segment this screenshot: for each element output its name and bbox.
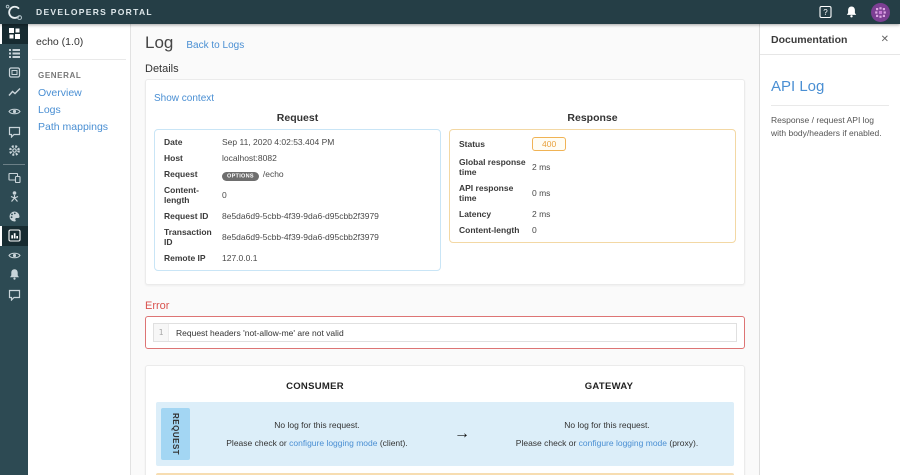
error-code-box: 1 Request headers 'not-allow-me' are not… [153, 323, 737, 342]
sidebar-item-path-mappings[interactable]: Path mappings [38, 120, 109, 133]
gateway-header: GATEWAY [584, 381, 634, 392]
topbar-actions: ? [819, 2, 900, 22]
icon-rail [0, 24, 28, 475]
bar-chart-icon [7, 229, 21, 242]
eye-icon [7, 105, 21, 118]
documentation-panel: Documentation ✕ API Log Response / reque… [759, 24, 900, 475]
request-table-title: Request [276, 112, 319, 124]
rail-item-card[interactable] [0, 63, 28, 83]
status-badge: 400 [532, 137, 567, 151]
gravitee-logo-icon [5, 4, 23, 21]
user-icon [8, 190, 21, 203]
list-icon [8, 47, 21, 60]
details-heading: Details [145, 63, 179, 75]
help-icon[interactable]: ? [819, 5, 832, 19]
table-row: Content-length 0 [459, 225, 537, 235]
rail-item-bell[interactable] [0, 265, 28, 285]
rail-item-user[interactable] [0, 187, 28, 207]
show-context-link[interactable]: Show context [154, 93, 215, 104]
line-chart-icon [7, 86, 21, 99]
table-row: API response time 0 ms [459, 183, 551, 203]
error-message: Request headers 'not-allow-me' are not v… [176, 327, 344, 338]
card-icon [8, 66, 21, 79]
request-table: Date Sep 11, 2020 4:02:53.404 PM Host loca… [154, 129, 441, 271]
documentation-title: Documentation [771, 34, 848, 46]
table-row: Latency 2 ms [459, 209, 551, 219]
palette-icon [8, 210, 21, 223]
table-row: Date Sep 11, 2020 4:02:53.404 PM [164, 137, 335, 147]
rail-item-gear[interactable] [0, 141, 28, 161]
response-table: Status 400 Global response time 2 ms API r… [449, 129, 736, 243]
doc-divider [771, 105, 889, 106]
eye-icon [7, 249, 21, 262]
doc-page-heading: API Log [771, 78, 825, 95]
table-row: Remote IP 127.0.0.1 [164, 253, 258, 263]
rail-item-list[interactable] [0, 44, 28, 64]
dashboard-icon [8, 27, 21, 40]
rail-item-eye[interactable] [0, 246, 28, 266]
rail-item-eye[interactable] [0, 102, 28, 122]
gear-icon [8, 144, 21, 157]
message-icon [8, 125, 21, 138]
main-content: Log Back to Logs Details Show context Re… [131, 24, 759, 475]
response-column: Response Status 400 Global response time 2… [449, 107, 736, 243]
configure-logging-mode-link[interactable]: configure logging mode [289, 438, 378, 449]
table-row: Request ID 8e5da6d9-5cbb-4f39-9da6-d95cbb… [164, 211, 379, 221]
request-column: Request Date Sep 11, 2020 4:02:53.404 PM … [154, 107, 441, 271]
avatar[interactable] [871, 2, 890, 22]
sidebar: echo (1.0) GENERAL Overview Logs Path ma… [28, 24, 131, 475]
doc-body-text: Response / request API log with body/hea… [771, 115, 882, 139]
details-card: Show context Request Date Sep 11, 2020 4:… [145, 79, 745, 285]
response-table-title: Response [567, 112, 618, 124]
api-name: echo (1.0) [36, 36, 84, 48]
rail-divider [3, 163, 25, 165]
consumer-header: CONSUMER [286, 381, 344, 392]
close-icon[interactable]: ✕ [880, 34, 889, 45]
back-to-logs-link[interactable]: Back to Logs [186, 40, 245, 51]
configure-logging-mode-link[interactable]: configure logging mode [578, 438, 668, 449]
table-row: Content-length 0 [164, 185, 227, 205]
portal-title: DEVELOPERS PORTAL [36, 7, 153, 17]
sidebar-section-label: GENERAL [38, 71, 82, 80]
sidebar-item-logs[interactable]: Logs [38, 103, 61, 116]
devices-icon [7, 171, 21, 184]
table-row: Status 400 [450, 134, 735, 154]
flow-response-row: RESPONSE No log for this response. Pleas… [156, 473, 734, 475]
rail-item-message[interactable] [0, 122, 28, 142]
table-row: Global response time 2 ms [459, 157, 551, 177]
table-row: Host localhost:8082 [164, 153, 277, 163]
error-card: 1 Request headers 'not-allow-me' are not… [145, 316, 745, 349]
flow-request-row: REQUEST No log for this request. Please … [156, 402, 734, 467]
error-heading: Error [145, 300, 170, 312]
request-row-label: REQUEST [161, 408, 190, 461]
gateway-request-text: No log for this request. Please check or… [515, 420, 699, 449]
rail-item-palette[interactable] [0, 207, 28, 227]
consumer-request-text: No log for this request. Please check or… [226, 420, 408, 449]
topbar: DEVELOPERS PORTAL ? [0, 0, 900, 24]
log-flow-card: CONSUMER GATEWAY REQUEST No log for this… [145, 365, 745, 475]
sidebar-divider [32, 59, 126, 60]
http-method-badge: OPTIONS [222, 171, 259, 181]
bell-icon [8, 268, 21, 281]
rail-item-devices[interactable] [0, 168, 28, 188]
rail-item-bar-chart[interactable] [0, 226, 28, 246]
right-arrow-icon: → [454, 425, 470, 443]
table-row: Request OPTIONS/echo [164, 169, 284, 181]
app-logo[interactable] [0, 2, 28, 22]
rail-item-dashboard[interactable] [0, 24, 28, 44]
message-icon [8, 288, 21, 301]
rail-item-line-chart[interactable] [0, 83, 28, 103]
svg-text:?: ? [823, 8, 828, 17]
page-title: Log [145, 33, 174, 52]
rail-item-message[interactable] [0, 285, 28, 305]
table-row: Transaction ID 8e5da6d9-5cbb-4f39-9da6-d9… [164, 227, 379, 247]
line-number: 1 [154, 324, 169, 341]
notifications-icon[interactable] [845, 5, 858, 19]
sidebar-item-overview[interactable]: Overview [38, 86, 82, 99]
